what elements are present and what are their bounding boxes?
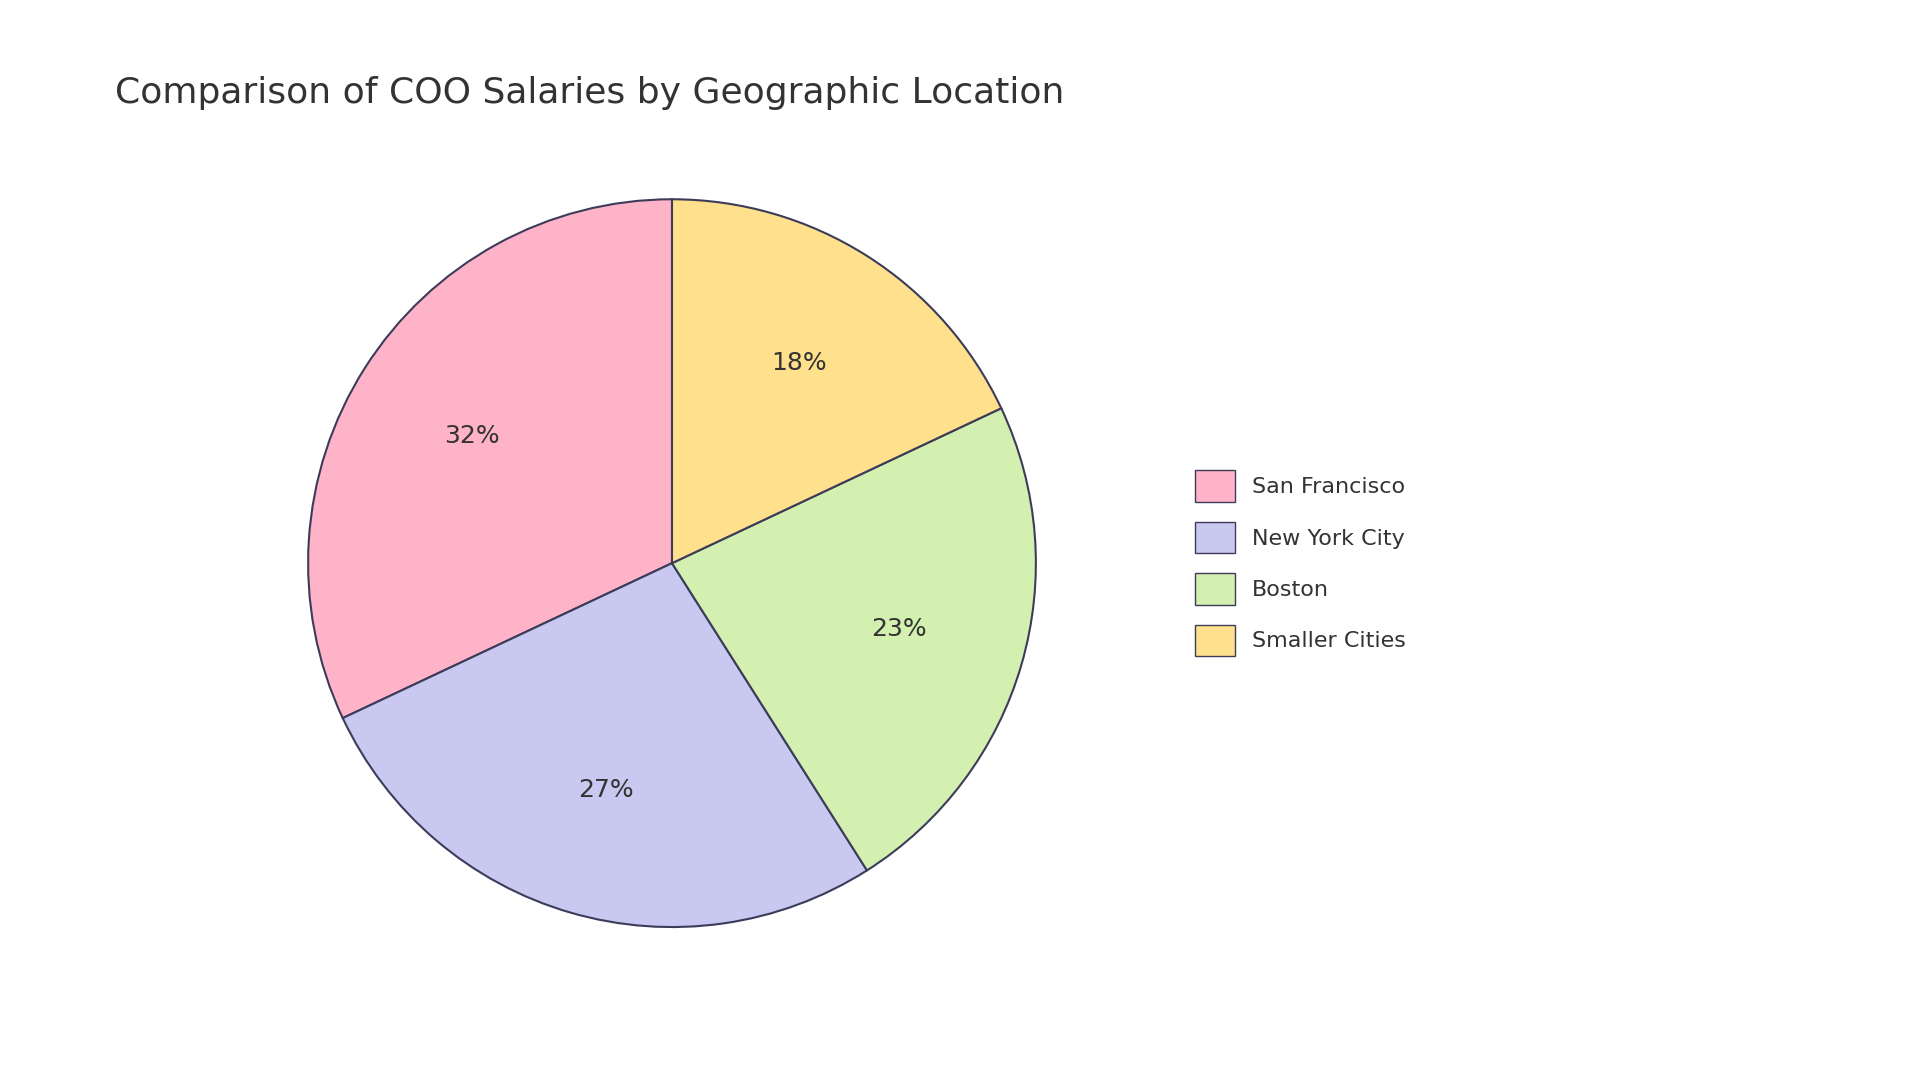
Text: Comparison of COO Salaries by Geographic Location: Comparison of COO Salaries by Geographic… xyxy=(115,76,1064,109)
Wedge shape xyxy=(672,199,1000,563)
Text: 32%: 32% xyxy=(445,425,499,448)
Wedge shape xyxy=(344,563,868,927)
Text: 18%: 18% xyxy=(772,352,826,376)
Wedge shape xyxy=(307,199,672,718)
Legend: San Francisco, New York City, Boston, Smaller Cities: San Francisco, New York City, Boston, Sm… xyxy=(1183,459,1417,667)
Text: 27%: 27% xyxy=(578,779,634,803)
Text: 23%: 23% xyxy=(872,617,927,641)
Wedge shape xyxy=(672,408,1037,871)
